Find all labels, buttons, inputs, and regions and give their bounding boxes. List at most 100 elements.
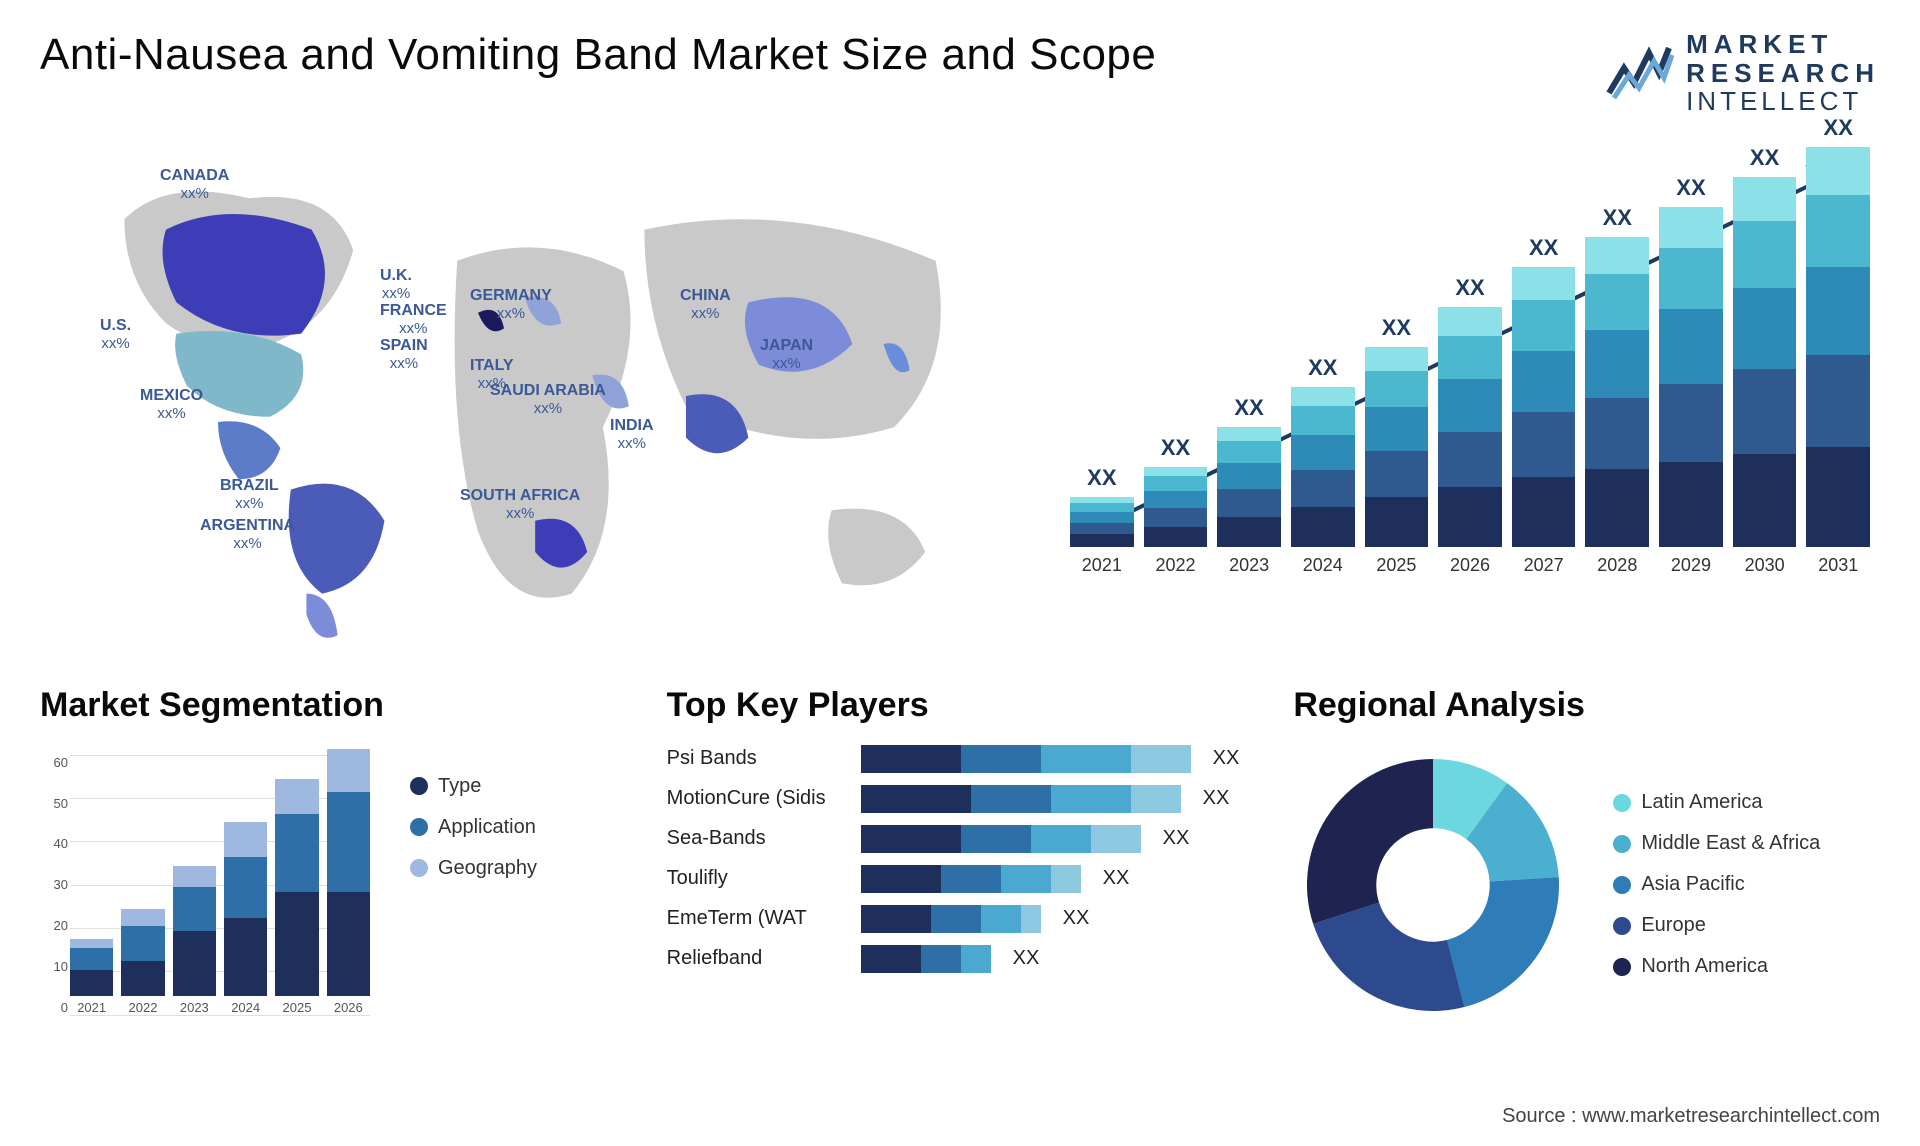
map-label: SAUDI ARABIAxx%	[490, 381, 606, 418]
map-label: CHINAxx%	[680, 286, 731, 323]
player-row: EmeTerm (WAT XX	[667, 905, 1254, 933]
seg-bar: 2026	[327, 749, 370, 1015]
legend-item: Europe	[1613, 914, 1820, 937]
map-label: SPAINxx%	[380, 336, 428, 373]
player-row: Toulifly XX	[667, 865, 1254, 893]
legend-item: Geography	[410, 857, 537, 880]
legend-item: Type	[410, 775, 537, 798]
map-label: U.S.xx%	[100, 316, 131, 353]
logo-icon	[1604, 43, 1674, 103]
player-value-label: XX	[1203, 787, 1230, 810]
source-citation: Source : www.marketresearchintellect.com	[1502, 1105, 1880, 1128]
donut-slice	[1307, 759, 1433, 924]
growth-year-label: 2031	[1818, 555, 1858, 576]
legend-dot-icon	[410, 777, 428, 795]
growth-bar: XX 2028	[1585, 205, 1649, 576]
map-label: CANADAxx%	[160, 166, 229, 203]
player-value-label: XX	[1063, 907, 1090, 930]
world-map: CANADAxx% U.S.xx% MEXICOxx% BRAZILxx%ARGENT…	[40, 136, 1020, 656]
region-brazil	[289, 483, 385, 593]
growth-value-label: XX	[1455, 275, 1484, 301]
regional-legend: Latin America Middle East & Africa Asia Pa…	[1613, 791, 1820, 978]
map-label: GERMANYxx%	[470, 286, 552, 323]
growth-year-label: 2022	[1155, 555, 1195, 576]
player-name: Reliefband	[667, 947, 847, 970]
map-label: BRAZILxx%	[220, 476, 279, 513]
player-value-label: XX	[1163, 827, 1190, 850]
key-players-section: Top Key Players Psi BandsXXMotionCure (S…	[667, 686, 1254, 1086]
growth-value-label: XX	[1234, 395, 1263, 421]
growth-year-label: 2024	[1303, 555, 1343, 576]
growth-value-label: XX	[1529, 235, 1558, 261]
legend-item: North America	[1613, 955, 1820, 978]
key-players-chart: Psi BandsXX MotionCure (Sidis XX Sea-Bands X…	[667, 745, 1254, 973]
seg-bar: 2023	[173, 866, 216, 1015]
segmentation-legend: Type Application Geography	[410, 745, 537, 1045]
growth-value-label: XX	[1161, 435, 1190, 461]
growth-chart: XX 2021 XX 2022 XX 2023 XX 2024 XX 2025 XX 2026 XX 20…	[1060, 136, 1880, 656]
growth-year-label: 2029	[1671, 555, 1711, 576]
player-row: Psi BandsXX	[667, 745, 1254, 773]
growth-year-label: 2025	[1376, 555, 1416, 576]
seg-bar: 2022	[121, 909, 164, 1015]
player-row: ReliefbandXX	[667, 945, 1254, 973]
growth-bar: XX 2022	[1144, 435, 1208, 576]
seg-bar: 2024	[224, 822, 267, 1014]
growth-year-label: 2028	[1597, 555, 1637, 576]
growth-bar: XX 2025	[1365, 315, 1429, 576]
seg-bar: 2025	[275, 779, 318, 1015]
legend-dot-icon	[410, 818, 428, 836]
map-label: U.K.xx%	[380, 266, 412, 303]
header: Anti-Nausea and Vomiting Band Market Siz…	[40, 30, 1880, 116]
growth-value-label: XX	[1750, 145, 1779, 171]
legend-dot-icon	[1613, 794, 1631, 812]
legend-dot-icon	[410, 859, 428, 877]
growth-value-label: XX	[1824, 115, 1853, 141]
growth-bar: XX 2021	[1070, 465, 1134, 576]
seg-bar: 2021	[70, 939, 113, 1014]
growth-value-label: XX	[1676, 175, 1705, 201]
donut-slice	[1447, 877, 1559, 1007]
player-name: Sea-Bands	[667, 827, 847, 850]
legend-dot-icon	[1613, 876, 1631, 894]
growth-bar: XX 2031	[1806, 115, 1870, 576]
growth-bar: XX 2026	[1438, 275, 1502, 576]
legend-item: Asia Pacific	[1613, 873, 1820, 896]
brand-logo: MARKET RESEARCH INTELLECT	[1604, 30, 1880, 116]
region-argentina	[306, 593, 337, 637]
map-label: MEXICOxx%	[140, 386, 203, 423]
logo-text: MARKET RESEARCH INTELLECT	[1686, 30, 1880, 116]
regional-donut	[1293, 745, 1573, 1025]
growth-year-label: 2021	[1082, 555, 1122, 576]
player-name: Toulifly	[667, 867, 847, 890]
segmentation-section: Market Segmentation 6050403020100 202120…	[40, 686, 627, 1086]
player-name: MotionCure (Sidis	[667, 787, 847, 810]
growth-bar: XX 2029	[1659, 175, 1723, 576]
legend-item: Latin America	[1613, 791, 1820, 814]
regional-title: Regional Analysis	[1293, 686, 1880, 725]
player-value-label: XX	[1213, 747, 1240, 770]
segmentation-title: Market Segmentation	[40, 686, 627, 725]
player-value-label: XX	[1103, 867, 1130, 890]
legend-dot-icon	[1613, 917, 1631, 935]
legend-item: Middle East & Africa	[1613, 832, 1820, 855]
growth-value-label: XX	[1603, 205, 1632, 231]
player-name: EmeTerm (WAT	[667, 907, 847, 930]
map-label: JAPANxx%	[760, 336, 813, 373]
map-label: SOUTH AFRICAxx%	[460, 486, 580, 523]
growth-value-label: XX	[1308, 355, 1337, 381]
map-label: ARGENTINAxx%	[200, 516, 295, 553]
growth-bar: XX 2024	[1291, 355, 1355, 576]
regional-section: Regional Analysis Latin America Middle Ea…	[1293, 686, 1880, 1086]
legend-item: Application	[410, 816, 537, 839]
growth-value-label: XX	[1382, 315, 1411, 341]
growth-year-label: 2027	[1524, 555, 1564, 576]
player-row: MotionCure (Sidis XX	[667, 785, 1254, 813]
legend-dot-icon	[1613, 835, 1631, 853]
region-mexico	[218, 421, 280, 479]
map-label: FRANCExx%	[380, 301, 447, 338]
growth-year-label: 2023	[1229, 555, 1269, 576]
growth-value-label: XX	[1087, 465, 1116, 491]
growth-year-label: 2026	[1450, 555, 1490, 576]
growth-bar: XX 2023	[1217, 395, 1281, 576]
